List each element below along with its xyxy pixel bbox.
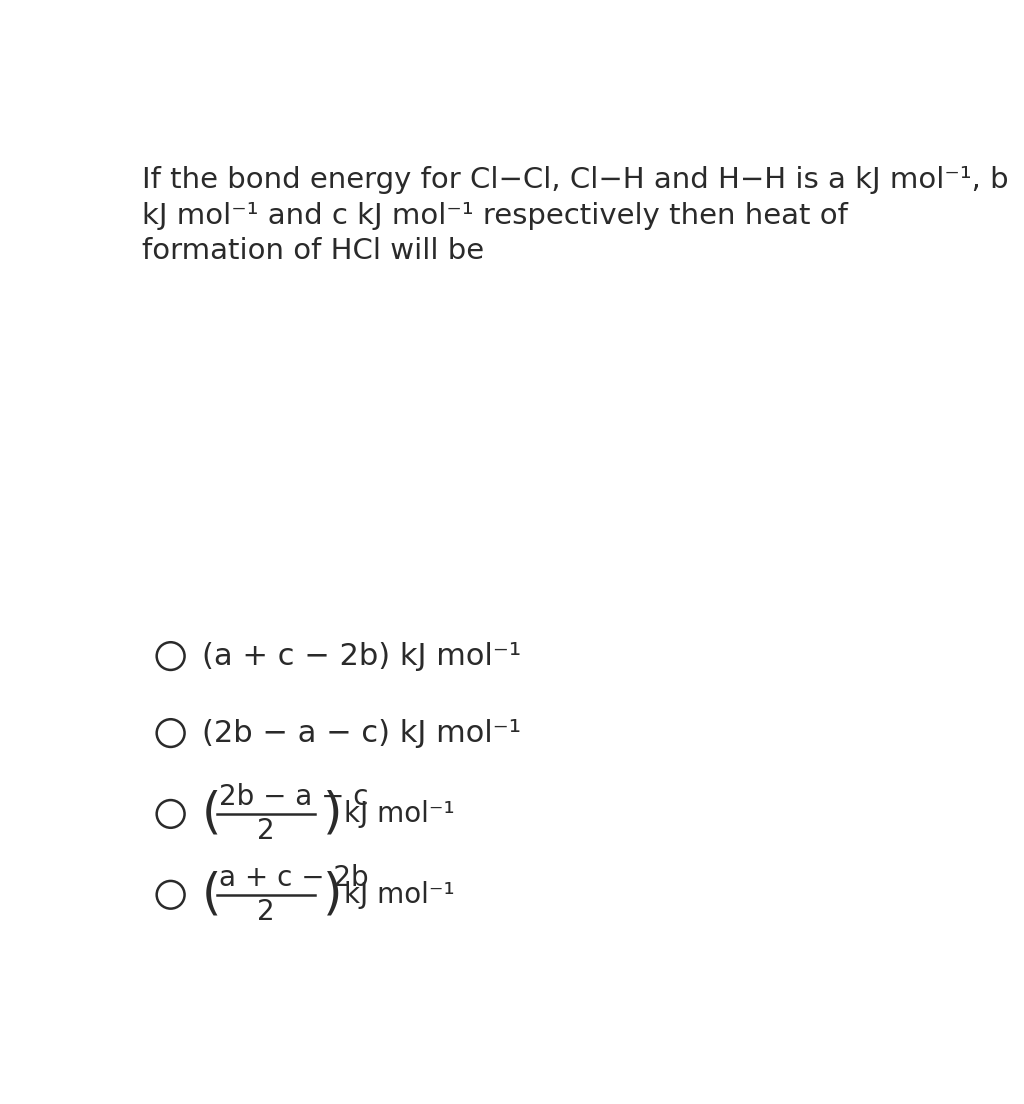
Text: kJ mol⁻¹: kJ mol⁻¹ — [344, 881, 455, 909]
Text: a + c − 2b: a + c − 2b — [219, 863, 369, 892]
Text: (: ( — [202, 871, 221, 919]
Text: (: ( — [202, 790, 221, 838]
Text: 2b − a − c: 2b − a − c — [219, 783, 369, 811]
Text: (2b − a − c) kJ mol⁻¹: (2b − a − c) kJ mol⁻¹ — [202, 719, 520, 747]
Text: 2: 2 — [257, 817, 274, 845]
Text: kJ mol⁻¹ and c kJ mol⁻¹ respectively then heat of: kJ mol⁻¹ and c kJ mol⁻¹ respectively the… — [142, 202, 848, 230]
Text: kJ mol⁻¹: kJ mol⁻¹ — [344, 800, 455, 828]
Text: ): ) — [323, 871, 342, 919]
Text: If the bond energy for Cl−Cl, Cl−H and H−H is a kJ mol⁻¹, b: If the bond energy for Cl−Cl, Cl−H and H… — [142, 167, 1009, 194]
Text: (a + c − 2b) kJ mol⁻¹: (a + c − 2b) kJ mol⁻¹ — [202, 641, 521, 670]
Text: ): ) — [323, 790, 342, 838]
Text: 2: 2 — [257, 898, 274, 926]
Text: formation of HCl will be: formation of HCl will be — [142, 237, 484, 265]
